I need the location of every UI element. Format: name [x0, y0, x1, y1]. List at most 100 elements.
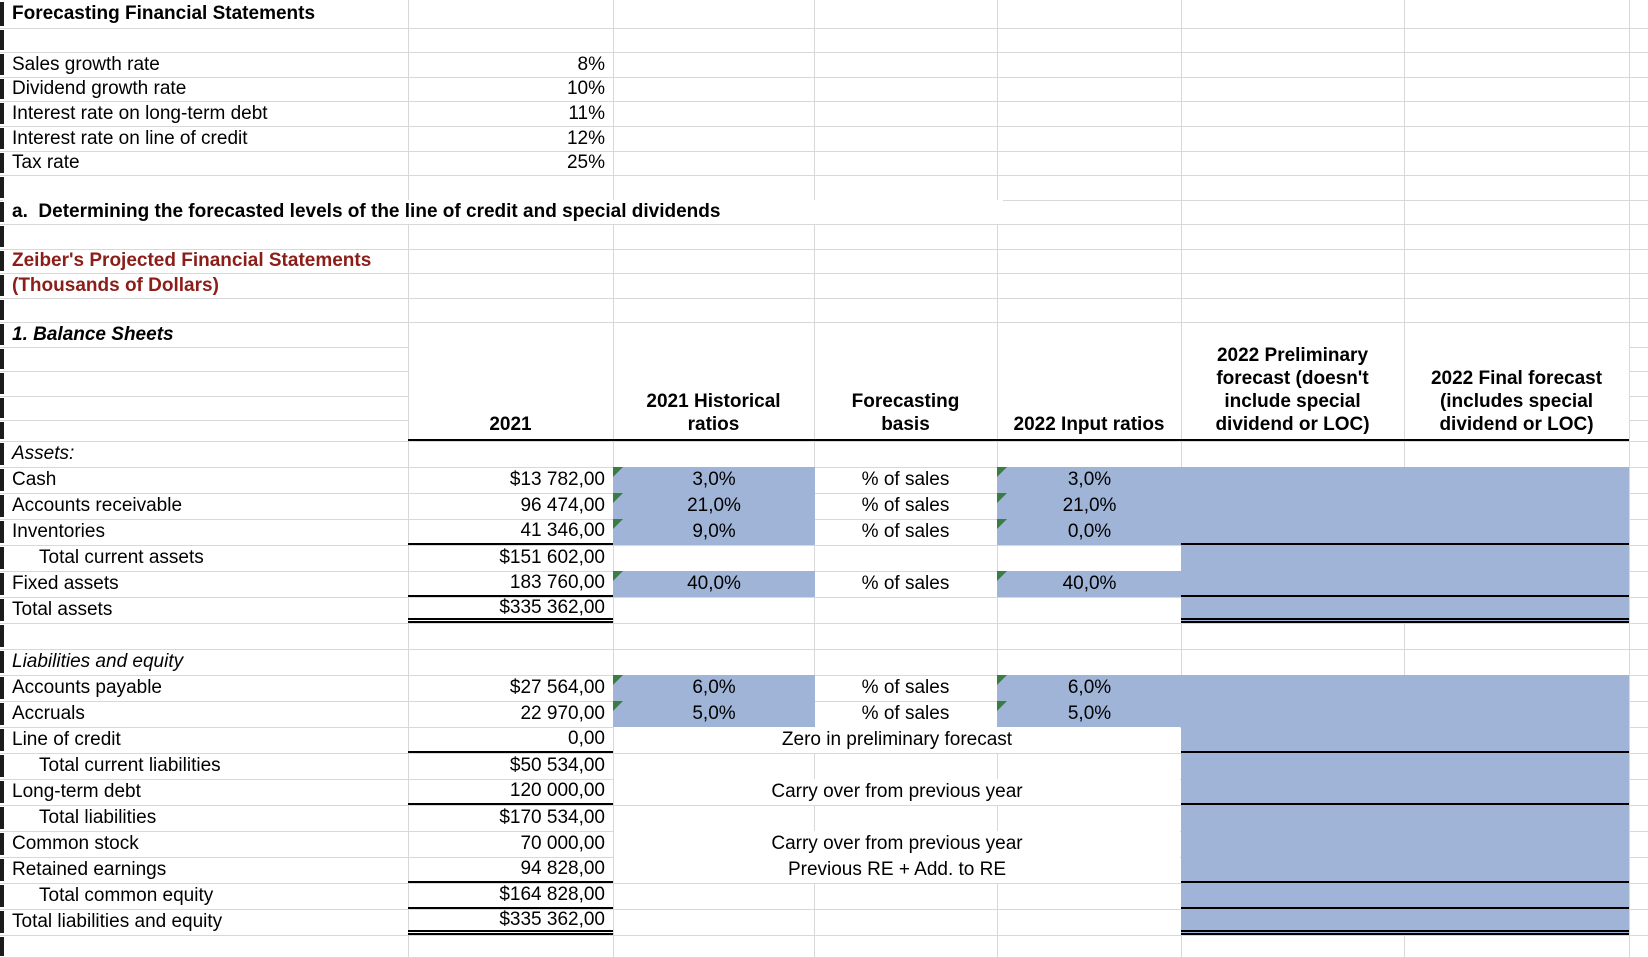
tca-label[interactable]: Total current assets	[39, 547, 204, 568]
tce-label[interactable]: Total common equity	[39, 885, 214, 906]
accruals-input-ratio[interactable]: 5,0%	[997, 701, 1182, 727]
h-gridline	[0, 420, 408, 421]
column-header-2021[interactable]: 2021	[489, 414, 532, 435]
accruals-forecast-band[interactable]	[1181, 701, 1629, 727]
inventories-historical-ratio[interactable]: 9,0%	[613, 519, 815, 545]
total-assets-forecast-band[interactable]	[1181, 597, 1629, 623]
accruals-2021-value[interactable]: 22 970,00	[520, 703, 605, 724]
ltd-2021-value[interactable]: 120 000,00	[408, 779, 613, 805]
inventories-2021-value[interactable]: 41 346,00	[408, 519, 613, 545]
statement-title[interactable]: Zeiber's Projected Financial Statements	[12, 250, 372, 271]
fixed-assets-label[interactable]: Fixed assets	[12, 573, 119, 594]
re-label[interactable]: Retained earnings	[12, 859, 167, 880]
tax-rate-value[interactable]: 25%	[566, 152, 605, 173]
cs-forecast-band[interactable]	[1181, 831, 1629, 857]
fixed-assets-forecast-band[interactable]	[1181, 571, 1629, 597]
liabilities-section-label[interactable]: Liabilities and equity	[12, 651, 184, 672]
ap-input-ratio[interactable]: 6,0%	[997, 675, 1182, 701]
tle-2021-value[interactable]: $335 362,00	[408, 909, 613, 935]
column-header-forecasting-basis[interactable]: Forecasting basis	[851, 391, 960, 435]
column-header-preliminary-forecast[interactable]: 2022 Preliminary forecast (doesn't inclu…	[1215, 345, 1370, 435]
ltd-label[interactable]: Long-term debt	[12, 781, 141, 802]
tle-label[interactable]: Total liabilities and equity	[12, 911, 223, 932]
accruals-label[interactable]: Accruals	[12, 703, 85, 724]
tcl-2021-value[interactable]: $50 534,00	[509, 755, 605, 776]
re-note[interactable]: Previous RE + Add. to RE	[614, 857, 1180, 883]
ap-forecasting-basis[interactable]: % of sales	[861, 677, 950, 698]
row-accounts-payable: Accounts payable $27 564,00 6,0% % of sa…	[0, 675, 1648, 701]
ap-label[interactable]: Accounts payable	[12, 677, 162, 698]
cs-2021-value[interactable]: 70 000,00	[520, 833, 605, 854]
cs-note[interactable]: Carry over from previous year	[614, 831, 1180, 857]
re-2021-value[interactable]: 94 828,00	[408, 857, 613, 883]
tax-rate-label[interactable]: Tax rate	[12, 152, 80, 173]
cash-2021-value[interactable]: $13 782,00	[509, 469, 605, 490]
ltd-forecast-band[interactable]	[1181, 779, 1629, 805]
interest-rate-ltd-label[interactable]: Interest rate on long-term debt	[12, 102, 268, 124]
row-dividend-growth-rate: Dividend growth rate 10%	[0, 77, 1648, 101]
tca-forecast-band[interactable]	[1181, 545, 1629, 571]
inventories-input-ratio[interactable]: 0,0%	[997, 519, 1182, 545]
tcl-forecast-band[interactable]	[1181, 753, 1629, 779]
fixed-assets-forecasting-basis[interactable]: % of sales	[861, 573, 950, 594]
loc-forecast-band[interactable]	[1181, 727, 1629, 753]
column-header-final-forecast[interactable]: 2022 Final forecast (includes special di…	[1430, 368, 1603, 435]
inventories-label[interactable]: Inventories	[12, 521, 105, 542]
sales-growth-rate-label[interactable]: Sales growth rate	[12, 53, 160, 75]
inventories-forecast-band[interactable]	[1181, 519, 1629, 545]
column-header-input-ratios[interactable]: 2022 Input ratios	[1013, 414, 1165, 435]
ar-forecast-band[interactable]	[1181, 493, 1629, 519]
total-assets-label[interactable]: Total assets	[12, 599, 113, 620]
ap-2021-value[interactable]: $27 564,00	[509, 677, 605, 698]
statement-units[interactable]: (Thousands of Dollars)	[12, 274, 219, 296]
fixed-assets-historical-ratio[interactable]: 40,0%	[613, 571, 815, 597]
interest-rate-loc-value[interactable]: 12%	[566, 127, 605, 149]
ar-label[interactable]: Accounts receivable	[12, 495, 183, 516]
cash-input-ratio[interactable]: 3,0%	[997, 467, 1182, 493]
ar-2021-value[interactable]: 96 474,00	[520, 495, 605, 516]
accruals-forecasting-basis[interactable]: % of sales	[861, 703, 950, 724]
cash-forecasting-basis[interactable]: % of sales	[861, 469, 950, 490]
section-a-heading[interactable]: a. Determining the forecasted levels of …	[3, 200, 1003, 224]
dividend-growth-rate-value[interactable]: 10%	[566, 78, 605, 99]
fixed-assets-2021-value[interactable]: 183 760,00	[408, 571, 613, 597]
tl-forecast-band[interactable]	[1181, 805, 1629, 831]
h-gridline	[0, 101, 1648, 102]
h-gridline	[0, 396, 408, 397]
h-gridline	[0, 649, 1648, 650]
tl-2021-value[interactable]: $170 534,00	[499, 807, 605, 828]
ar-forecasting-basis[interactable]: % of sales	[861, 495, 950, 516]
tcl-label[interactable]: Total current liabilities	[39, 755, 221, 776]
fixed-assets-input-ratio[interactable]: 40,0%	[997, 571, 1182, 597]
dividend-growth-rate-label[interactable]: Dividend growth rate	[12, 78, 187, 99]
accruals-historical-ratio[interactable]: 5,0%	[613, 701, 815, 727]
total-assets-2021-value[interactable]: $335 362,00	[408, 597, 613, 623]
interest-rate-ltd-value[interactable]: 11%	[568, 102, 605, 124]
inventories-forecasting-basis[interactable]: % of sales	[861, 521, 950, 542]
tca-2021-value[interactable]: $151 602,00	[499, 547, 605, 568]
loc-label[interactable]: Line of credit	[12, 729, 121, 750]
cash-historical-ratio[interactable]: 3,0%	[613, 467, 815, 493]
row-statement-units: (Thousands of Dollars)	[0, 273, 1648, 298]
loc-2021-value[interactable]: 0,00	[408, 727, 613, 753]
balance-sheets-caption[interactable]: 1. Balance Sheets	[12, 323, 174, 345]
assets-section-label[interactable]: Assets:	[12, 443, 75, 464]
cash-forecast-band[interactable]	[1181, 467, 1629, 493]
sales-growth-rate-value[interactable]: 8%	[577, 53, 605, 75]
ltd-note[interactable]: Carry over from previous year	[614, 779, 1180, 805]
worksheet-title[interactable]: Forecasting Financial Statements	[12, 3, 316, 24]
tce-2021-value[interactable]: $164 828,00	[408, 883, 613, 909]
ap-historical-ratio[interactable]: 6,0%	[613, 675, 815, 701]
tle-forecast-band[interactable]	[1181, 909, 1629, 935]
column-header-historical-ratios[interactable]: 2021 Historical ratios	[646, 391, 781, 435]
ar-historical-ratio[interactable]: 21,0%	[613, 493, 815, 519]
tl-label[interactable]: Total liabilities	[39, 807, 157, 828]
ar-input-ratio[interactable]: 21,0%	[997, 493, 1182, 519]
cs-label[interactable]: Common stock	[12, 833, 139, 854]
cash-label[interactable]: Cash	[12, 469, 57, 490]
tce-forecast-band[interactable]	[1181, 883, 1629, 909]
loc-note[interactable]: Zero in preliminary forecast	[614, 727, 1180, 753]
re-forecast-band[interactable]	[1181, 857, 1629, 883]
ap-forecast-band[interactable]	[1181, 675, 1629, 701]
interest-rate-loc-label[interactable]: Interest rate on line of credit	[12, 127, 248, 149]
